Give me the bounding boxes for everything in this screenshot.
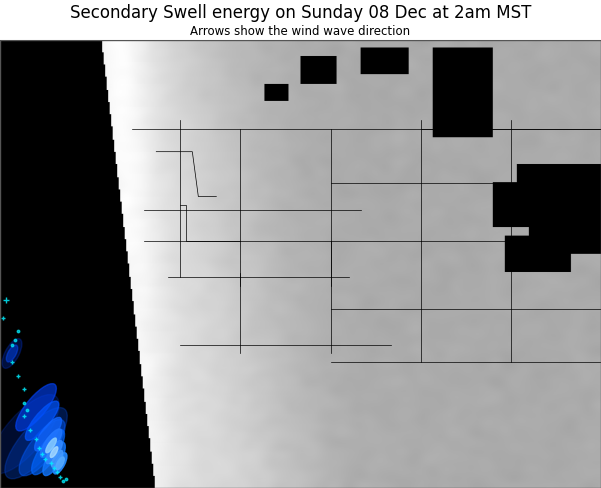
Ellipse shape (16, 384, 56, 431)
Ellipse shape (35, 418, 61, 451)
Ellipse shape (7, 346, 17, 362)
Ellipse shape (46, 438, 56, 453)
Ellipse shape (52, 450, 63, 468)
Ellipse shape (0, 395, 59, 474)
Ellipse shape (53, 453, 67, 474)
Ellipse shape (43, 442, 66, 476)
Ellipse shape (25, 401, 59, 441)
Ellipse shape (5, 408, 67, 479)
Ellipse shape (56, 457, 64, 470)
Ellipse shape (32, 430, 64, 475)
Ellipse shape (2, 339, 22, 368)
Text: Arrows show the wind wave direction: Arrows show the wind wave direction (191, 25, 410, 38)
Ellipse shape (19, 420, 65, 476)
Text: Secondary Swell energy on Sunday 08 Dec at 2am MST: Secondary Swell energy on Sunday 08 Dec … (70, 4, 531, 22)
Ellipse shape (50, 447, 58, 458)
Ellipse shape (46, 441, 63, 464)
Ellipse shape (40, 429, 62, 457)
